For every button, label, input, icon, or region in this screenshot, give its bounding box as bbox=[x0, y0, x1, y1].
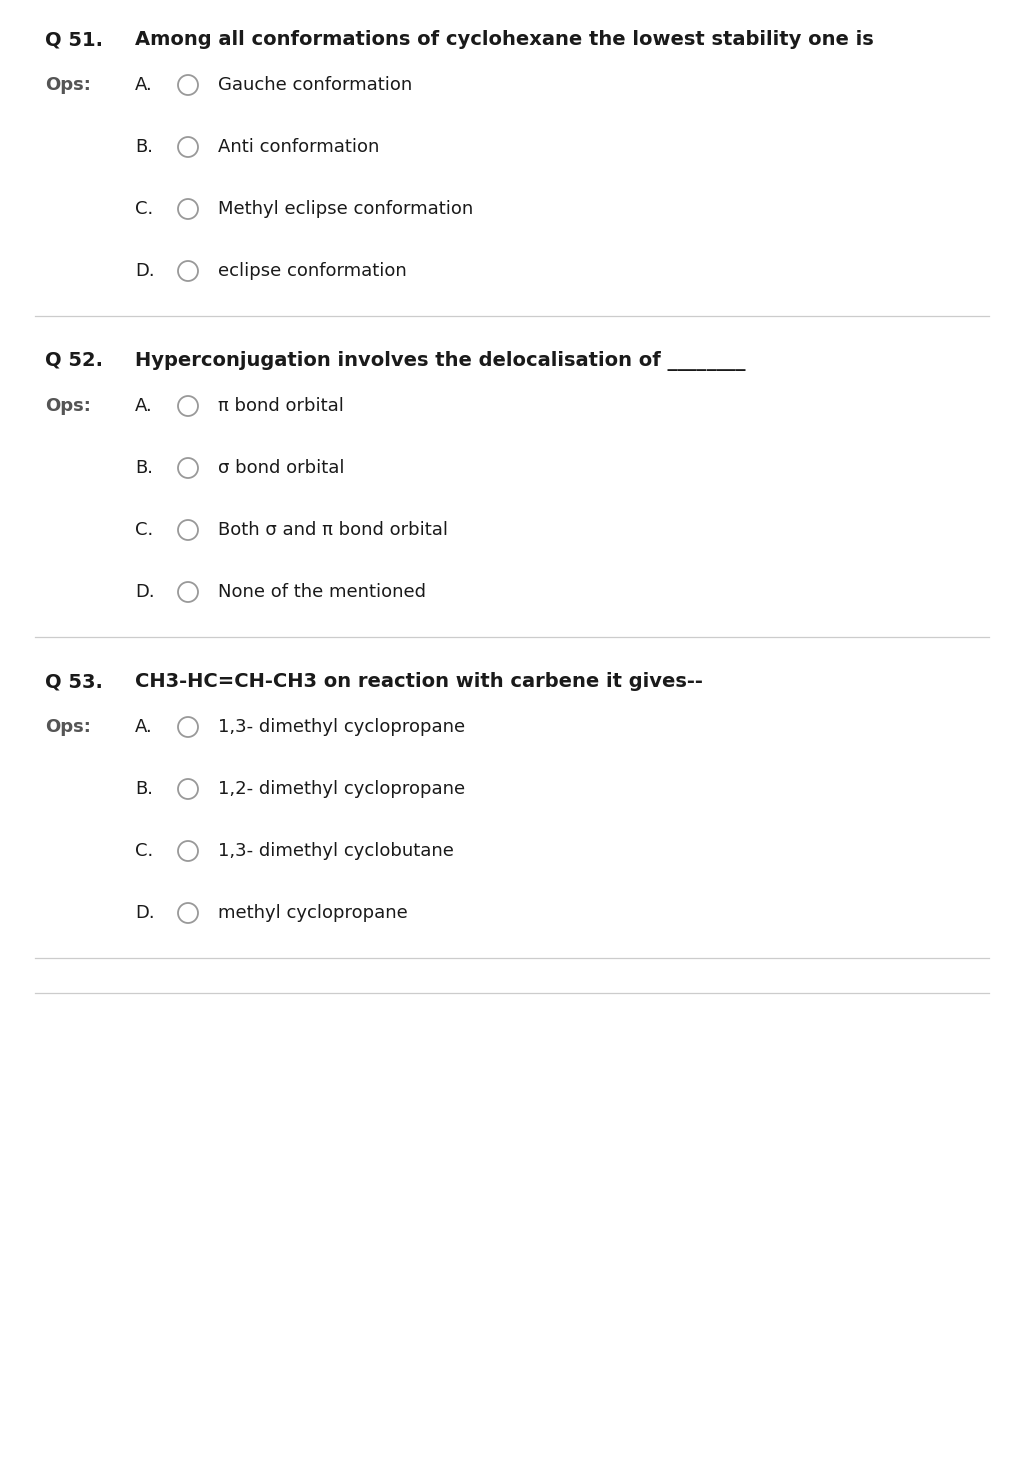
Text: π bond orbital: π bond orbital bbox=[218, 397, 344, 416]
Text: D.: D. bbox=[135, 904, 155, 921]
Text: Anti conformation: Anti conformation bbox=[218, 139, 379, 156]
Text: Ops:: Ops: bbox=[45, 397, 91, 416]
Text: A.: A. bbox=[135, 397, 153, 416]
Text: B.: B. bbox=[135, 139, 153, 156]
Text: Hyperconjugation involves the delocalisation of ________: Hyperconjugation involves the delocalisa… bbox=[135, 351, 745, 370]
Text: B.: B. bbox=[135, 780, 153, 798]
Text: None of the mentioned: None of the mentioned bbox=[218, 583, 426, 601]
Text: Ops:: Ops: bbox=[45, 76, 91, 93]
Text: Both σ and π bond orbital: Both σ and π bond orbital bbox=[218, 521, 449, 539]
Text: CH3-HC=CH-CH3 on reaction with carbene it gives--: CH3-HC=CH-CH3 on reaction with carbene i… bbox=[135, 672, 702, 691]
Text: Q 51.: Q 51. bbox=[45, 31, 103, 50]
Text: Among all conformations of cyclohexane the lowest stability one is: Among all conformations of cyclohexane t… bbox=[135, 31, 873, 50]
Text: Gauche conformation: Gauche conformation bbox=[218, 76, 413, 93]
Text: A.: A. bbox=[135, 76, 153, 93]
Text: Ops:: Ops: bbox=[45, 717, 91, 736]
Text: A.: A. bbox=[135, 717, 153, 736]
Text: B.: B. bbox=[135, 459, 153, 477]
Text: 1,3- dimethyl cyclobutane: 1,3- dimethyl cyclobutane bbox=[218, 843, 454, 860]
Text: σ bond orbital: σ bond orbital bbox=[218, 459, 344, 477]
Text: C.: C. bbox=[135, 843, 154, 860]
Text: 1,3- dimethyl cyclopropane: 1,3- dimethyl cyclopropane bbox=[218, 717, 465, 736]
Text: eclipse conformation: eclipse conformation bbox=[218, 262, 407, 280]
Text: Q 52.: Q 52. bbox=[45, 351, 103, 370]
Text: methyl cyclopropane: methyl cyclopropane bbox=[218, 904, 408, 921]
Text: D.: D. bbox=[135, 583, 155, 601]
Text: Methyl eclipse conformation: Methyl eclipse conformation bbox=[218, 200, 473, 219]
Text: 1,2- dimethyl cyclopropane: 1,2- dimethyl cyclopropane bbox=[218, 780, 465, 798]
Text: Q 53.: Q 53. bbox=[45, 672, 102, 691]
Text: C.: C. bbox=[135, 521, 154, 539]
Text: D.: D. bbox=[135, 262, 155, 280]
Text: C.: C. bbox=[135, 200, 154, 219]
